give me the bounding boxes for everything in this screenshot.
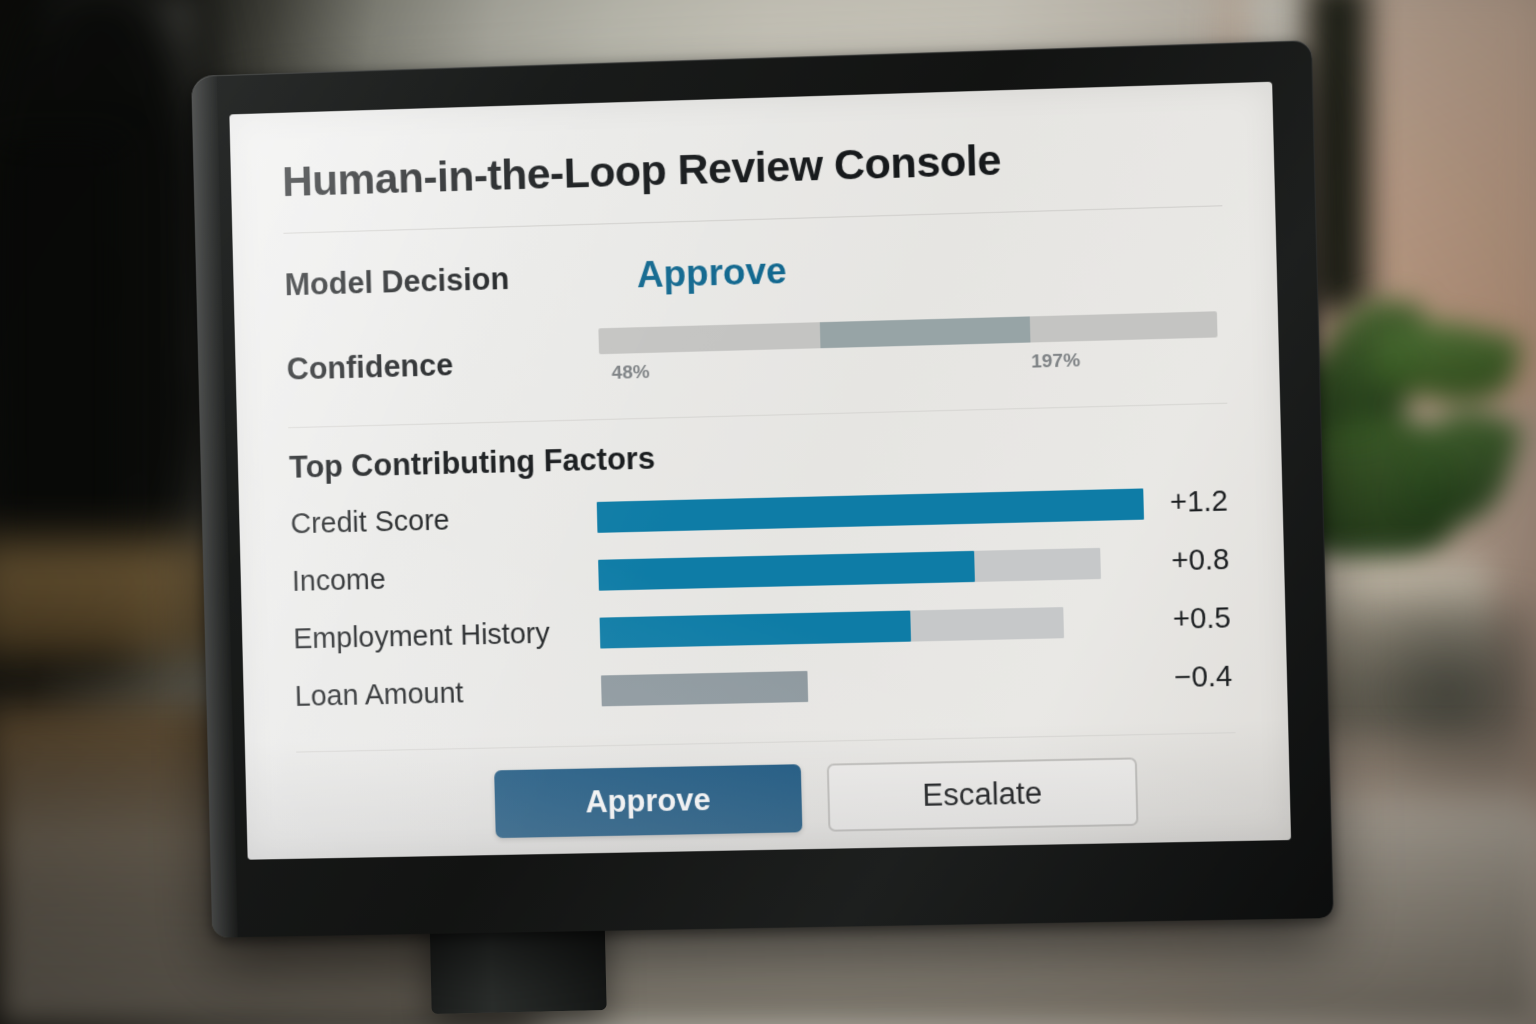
escalate-button[interactable]: Escalate — [826, 757, 1139, 832]
confidence-row: Confidence 48% 197% — [286, 311, 1227, 401]
confidence-divider — [288, 402, 1228, 429]
factor-bar-fill — [596, 487, 1145, 533]
factor-bar-cell — [600, 663, 1148, 706]
confidence-track[interactable] — [598, 311, 1218, 355]
factor-name: Employment History — [292, 617, 551, 655]
page-title: Human-in-the-Loop Review Console — [281, 136, 1002, 207]
factor-value: +0.8 — [1170, 543, 1230, 577]
model-decision-row: Model Decision Approve — [284, 232, 1224, 311]
factor-bar-fill — [598, 550, 975, 591]
computer-monitor: Human-in-the-Loop Review Console Model D… — [191, 40, 1334, 938]
factor-name: Loan Amount — [294, 676, 464, 713]
confidence-tick-label: 197% — [1030, 350, 1081, 373]
title-divider — [283, 205, 1223, 234]
model-decision-label: Model Decision — [284, 261, 510, 303]
confidence-meter: 48% 197% — [582, 311, 1226, 394]
factor-name: Credit Score — [290, 504, 450, 540]
action-bar: Approve Escalate — [297, 755, 1238, 842]
factor-bar-track — [599, 605, 1147, 649]
monitor-screen: Human-in-the-Loop Review Console Model D… — [229, 81, 1292, 860]
background-dark-frame-right — [1308, 0, 1368, 310]
factor-value: −0.4 — [1173, 660, 1233, 694]
approve-button[interactable]: Approve — [494, 764, 803, 839]
confidence-tick-label: 48% — [611, 361, 650, 384]
factor-value: +0.5 — [1172, 601, 1232, 636]
factor-name: Income — [291, 563, 387, 598]
factor-bar-cell — [598, 546, 1145, 591]
factor-bar-fill — [600, 670, 809, 706]
factors-list: Credit Score +1.2 Income +0.8 Employment His… — [290, 472, 1235, 726]
factor-bar-track — [598, 546, 1145, 591]
factor-bar-cell — [596, 487, 1145, 533]
factor-value: +1.2 — [1169, 484, 1229, 519]
factor-bar-cell — [599, 605, 1147, 649]
confidence-label: Confidence — [286, 346, 454, 387]
factor-bar-fill — [599, 610, 911, 649]
confidence-tick-labels: 48% 197% — [599, 347, 1218, 394]
confidence-segment — [819, 316, 1031, 349]
factors-divider — [296, 732, 1236, 753]
factor-bar-track — [600, 663, 1148, 706]
factor-bar-track — [596, 487, 1145, 533]
model-decision-value: Approve — [636, 250, 788, 296]
review-console-app: Human-in-the-Loop Review Console Model D… — [229, 82, 1291, 860]
